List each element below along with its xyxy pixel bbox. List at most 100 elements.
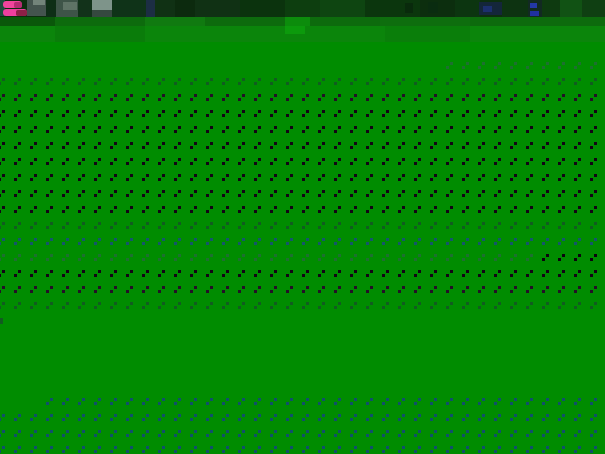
pattern-dash bbox=[62, 158, 69, 165]
pattern-dash bbox=[190, 414, 197, 421]
pattern-dash bbox=[558, 270, 565, 277]
pattern-dash bbox=[286, 286, 293, 293]
pattern-dash bbox=[14, 222, 21, 229]
pattern-dash bbox=[430, 446, 437, 453]
pattern-dash bbox=[430, 270, 437, 277]
pattern-dash bbox=[286, 142, 293, 149]
pattern-dash bbox=[222, 174, 229, 181]
pattern-dash bbox=[574, 414, 581, 421]
pattern-dash bbox=[78, 158, 85, 165]
pattern-dash bbox=[46, 398, 53, 405]
noise-block bbox=[175, 0, 195, 17]
noise-block bbox=[560, 0, 582, 17]
pattern-dash bbox=[126, 174, 133, 181]
pattern-dash bbox=[254, 414, 261, 421]
pattern-dash bbox=[222, 94, 229, 101]
pattern-dash bbox=[574, 446, 581, 453]
pattern-dash bbox=[286, 414, 293, 421]
pattern-dash bbox=[110, 206, 117, 213]
pattern-dash bbox=[350, 222, 357, 229]
pattern-dash bbox=[510, 78, 517, 85]
noise-block bbox=[285, 0, 320, 17]
pattern-dash bbox=[238, 142, 245, 149]
pattern-dash bbox=[382, 190, 389, 197]
pattern-dash bbox=[366, 270, 373, 277]
pattern-dash bbox=[142, 174, 149, 181]
pattern-dash bbox=[158, 398, 165, 405]
pattern-dash bbox=[0, 78, 5, 85]
pattern-dash bbox=[238, 398, 245, 405]
pattern-dash bbox=[494, 270, 501, 277]
pattern-dash bbox=[334, 174, 341, 181]
pattern-dash bbox=[590, 286, 597, 293]
pattern-dash bbox=[94, 158, 101, 165]
pattern-dash bbox=[302, 446, 309, 453]
pattern-dash bbox=[222, 270, 229, 277]
pattern-dash bbox=[526, 78, 533, 85]
pattern-dash bbox=[206, 78, 213, 85]
pattern-dash bbox=[590, 126, 597, 133]
pattern-dash bbox=[366, 430, 373, 437]
pattern-dash bbox=[446, 302, 453, 309]
pattern-dash bbox=[318, 430, 325, 437]
pattern-dash bbox=[126, 254, 133, 261]
pattern-dash bbox=[94, 398, 101, 405]
pattern-dash bbox=[462, 126, 469, 133]
pattern-dash bbox=[78, 270, 85, 277]
pattern-dash bbox=[174, 286, 181, 293]
blue-artifact bbox=[483, 6, 492, 12]
pattern-dash bbox=[78, 254, 85, 261]
pattern-dash bbox=[0, 238, 5, 245]
pattern-dash bbox=[478, 158, 485, 165]
pattern-dash bbox=[526, 446, 533, 453]
pattern-dash bbox=[574, 302, 581, 309]
pattern-dash bbox=[542, 414, 549, 421]
pattern-dash bbox=[462, 270, 469, 277]
pattern-dash bbox=[174, 398, 181, 405]
pattern-dash bbox=[382, 430, 389, 437]
pattern-dash bbox=[318, 270, 325, 277]
pattern-dash bbox=[94, 174, 101, 181]
pattern-dash bbox=[302, 142, 309, 149]
pattern-dash bbox=[398, 302, 405, 309]
pattern-dash bbox=[126, 398, 133, 405]
pattern-dash bbox=[350, 414, 357, 421]
pattern-dash bbox=[526, 142, 533, 149]
pattern-dash bbox=[318, 286, 325, 293]
pattern-dash bbox=[0, 222, 5, 229]
edge-artifact bbox=[0, 318, 3, 324]
pattern-dash bbox=[542, 302, 549, 309]
pattern-dash bbox=[510, 430, 517, 437]
pattern-dash bbox=[350, 270, 357, 277]
pattern-dash bbox=[382, 126, 389, 133]
pattern-dash bbox=[78, 206, 85, 213]
pattern-dash bbox=[382, 174, 389, 181]
pattern-dash bbox=[286, 254, 293, 261]
pattern-dash bbox=[270, 222, 277, 229]
pattern-dash bbox=[558, 94, 565, 101]
pattern-dash bbox=[318, 254, 325, 261]
pattern-dash bbox=[190, 94, 197, 101]
pattern-dash bbox=[286, 302, 293, 309]
pattern-dash bbox=[238, 110, 245, 117]
pattern-dash bbox=[126, 238, 133, 245]
pattern-dash bbox=[318, 206, 325, 213]
pattern-dash bbox=[30, 430, 37, 437]
pattern-dash bbox=[302, 94, 309, 101]
pattern-dash bbox=[510, 414, 517, 421]
pattern-dash bbox=[126, 190, 133, 197]
pattern-dash bbox=[382, 286, 389, 293]
pattern-dash bbox=[542, 94, 549, 101]
pattern-dash bbox=[398, 158, 405, 165]
pattern-dash bbox=[398, 222, 405, 229]
pattern-dash bbox=[286, 430, 293, 437]
pattern-dash bbox=[430, 430, 437, 437]
pattern-dash bbox=[350, 110, 357, 117]
pattern-dash bbox=[254, 398, 261, 405]
pattern-dash bbox=[382, 254, 389, 261]
pattern-dash bbox=[526, 254, 533, 261]
noise-block bbox=[285, 26, 305, 34]
noise-block bbox=[0, 0, 5, 16]
pattern-dash bbox=[542, 238, 549, 245]
